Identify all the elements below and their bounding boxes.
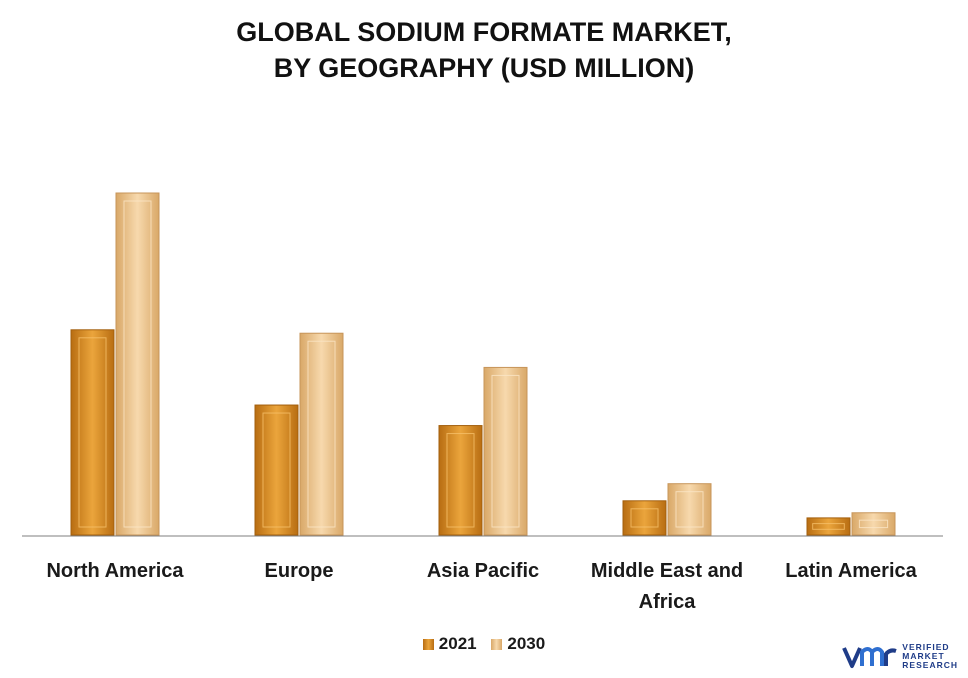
legend-swatch-2030 xyxy=(491,638,503,650)
vmr-logo-text: VERIFIED MARKET RESEARCH xyxy=(902,643,958,670)
legend-label-2030: 2030 xyxy=(507,634,546,653)
bar-2021-europe xyxy=(254,404,299,536)
legend-item-2030: 2030 xyxy=(491,634,545,654)
category-label-latin-america: Latin America xyxy=(785,560,917,582)
vmr-logo: VERIFIED MARKET RESEARCH xyxy=(842,643,958,670)
category-label-middle-east-and-africa-line-2: Africa xyxy=(639,591,697,613)
bar-2030-asia-pacific xyxy=(483,366,528,536)
vmr-logo-icon xyxy=(842,646,897,668)
category-label-middle-east-and-africa-line-1: Middle East and xyxy=(591,560,743,582)
category-labels: North America Europe Asia Pacific Middle Ea… xyxy=(46,560,917,613)
vmr-logo-line-3: RESEARCH xyxy=(902,660,958,670)
bar-2021-asia-pacific xyxy=(438,425,483,536)
legend-item-2021: 2021 xyxy=(422,634,477,654)
bar-2030-middle-east-and-africa xyxy=(667,483,712,536)
category-label-europe: Europe xyxy=(265,560,334,582)
category-label-asia-pacific: Asia Pacific xyxy=(427,560,539,582)
bar-2021-north-america xyxy=(70,329,115,536)
legend-swatch-2021 xyxy=(422,638,434,650)
chart-title-line-2: BY GEOGRAPHY (USD MILLION) xyxy=(273,53,695,83)
vmr-logo-line-1: VERIFIED xyxy=(902,642,950,652)
bar-2030-latin-america xyxy=(851,512,896,536)
bar-2030-europe xyxy=(299,332,344,536)
legend-label-2021: 2021 xyxy=(438,634,477,653)
legend: 2021 2030 xyxy=(0,634,968,655)
category-label-north-america: North America xyxy=(46,560,184,582)
chart-title: GLOBAL SODIUM FORMATE MARKET, BY GEOGRAP… xyxy=(0,14,968,86)
bar-2021-latin-america xyxy=(806,517,851,536)
bar-2021-middle-east-and-africa xyxy=(622,500,667,536)
bar-2030-north-america xyxy=(115,192,160,536)
chart-title-line-1: GLOBAL SODIUM FORMATE MARKET, xyxy=(236,17,732,47)
bars-group xyxy=(70,192,896,536)
vmr-logo-line-2: MARKET xyxy=(902,651,945,661)
